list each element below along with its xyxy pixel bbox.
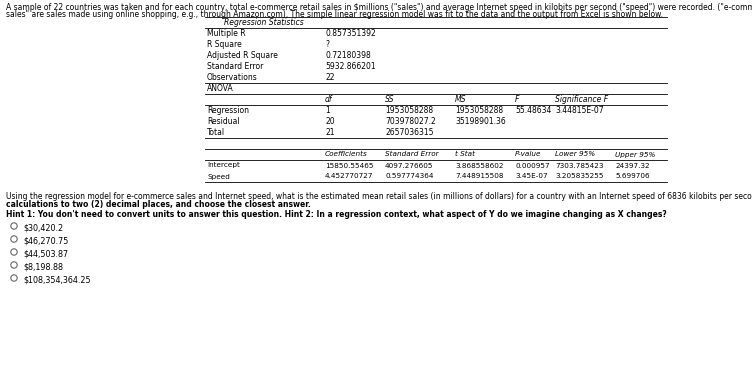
Text: 3.45E-07: 3.45E-07 (515, 174, 547, 179)
Text: 20: 20 (325, 117, 335, 126)
Text: 21: 21 (325, 128, 335, 137)
Text: 2657036315: 2657036315 (385, 128, 433, 137)
Text: 1: 1 (325, 106, 329, 115)
Text: calculations to two (2) decimal places, and choose the closest answer.: calculations to two (2) decimal places, … (6, 200, 311, 209)
Text: Standard Error: Standard Error (207, 62, 263, 71)
Text: 1953058288: 1953058288 (385, 106, 433, 115)
Text: P-value: P-value (515, 152, 541, 157)
Text: Regression: Regression (207, 106, 249, 115)
Text: Adjusted R Square: Adjusted R Square (207, 51, 278, 60)
Text: df: df (325, 95, 332, 104)
Text: R Square: R Square (207, 40, 241, 49)
Circle shape (11, 223, 17, 229)
Circle shape (11, 249, 17, 255)
Text: Speed: Speed (207, 174, 230, 179)
Text: Residual: Residual (207, 117, 240, 126)
Text: Upper 95%: Upper 95% (615, 152, 656, 157)
Text: $108,354,364.25: $108,354,364.25 (23, 276, 91, 285)
Text: Coefficients: Coefficients (325, 152, 368, 157)
Text: SS: SS (385, 95, 395, 104)
Text: $8,198.88: $8,198.88 (23, 263, 63, 271)
Text: Total: Total (207, 128, 225, 137)
Text: 22: 22 (325, 73, 335, 82)
Text: sales" are sales made using online shopping, e.g., through Amazon.com). The simp: sales" are sales made using online shopp… (6, 10, 663, 19)
Circle shape (11, 262, 17, 268)
Text: Using the regression model for e-commerce sales and Internet speed, what is the : Using the regression model for e-commerc… (6, 192, 752, 201)
Text: 4097.276605: 4097.276605 (385, 162, 433, 169)
Text: 703978027.2: 703978027.2 (385, 117, 435, 126)
Text: F: F (515, 95, 520, 104)
Text: 3.205835255: 3.205835255 (555, 174, 604, 179)
Text: Significance F: Significance F (555, 95, 608, 104)
Text: $44,503.87: $44,503.87 (23, 249, 68, 258)
Text: 0.72180398: 0.72180398 (325, 51, 371, 60)
Text: ?: ? (325, 40, 329, 49)
Text: $30,420.2: $30,420.2 (23, 224, 63, 233)
Text: 55.48634: 55.48634 (515, 106, 551, 115)
Text: 0.857351392: 0.857351392 (325, 29, 376, 38)
Text: 4.452770727: 4.452770727 (325, 174, 374, 179)
Text: Hint 1: You don't need to convert units to answer this question. Hint 2: In a re: Hint 1: You don't need to convert units … (6, 210, 667, 219)
Text: 3.44815E-07: 3.44815E-07 (555, 106, 604, 115)
Text: 24397.32: 24397.32 (615, 162, 650, 169)
Text: 7303.785423: 7303.785423 (555, 162, 604, 169)
Text: $46,270.75: $46,270.75 (23, 236, 68, 246)
Text: t Stat: t Stat (455, 152, 475, 157)
Circle shape (11, 275, 17, 281)
Text: Intercept: Intercept (207, 162, 240, 169)
Text: Regression Statistics: Regression Statistics (224, 18, 304, 27)
Text: 5.699706: 5.699706 (615, 174, 650, 179)
Text: Multiple R: Multiple R (207, 29, 246, 38)
Text: MS: MS (455, 95, 466, 104)
Text: Lower 95%: Lower 95% (555, 152, 595, 157)
Text: 1953058288: 1953058288 (455, 106, 503, 115)
Text: ANOVA: ANOVA (207, 84, 234, 93)
Text: 15850.55465: 15850.55465 (325, 162, 374, 169)
Text: A sample of 22 countries was taken and for each country, total e-commerce retail: A sample of 22 countries was taken and f… (6, 3, 752, 12)
Text: Observations: Observations (207, 73, 258, 82)
Text: 3.868558602: 3.868558602 (455, 162, 504, 169)
Text: 0.000957: 0.000957 (515, 162, 550, 169)
Text: 5932.866201: 5932.866201 (325, 62, 376, 71)
Text: Standard Error: Standard Error (385, 152, 438, 157)
Circle shape (11, 236, 17, 242)
Text: 35198901.36: 35198901.36 (455, 117, 506, 126)
Text: 7.448915508: 7.448915508 (455, 174, 504, 179)
Text: 0.597774364: 0.597774364 (385, 174, 433, 179)
